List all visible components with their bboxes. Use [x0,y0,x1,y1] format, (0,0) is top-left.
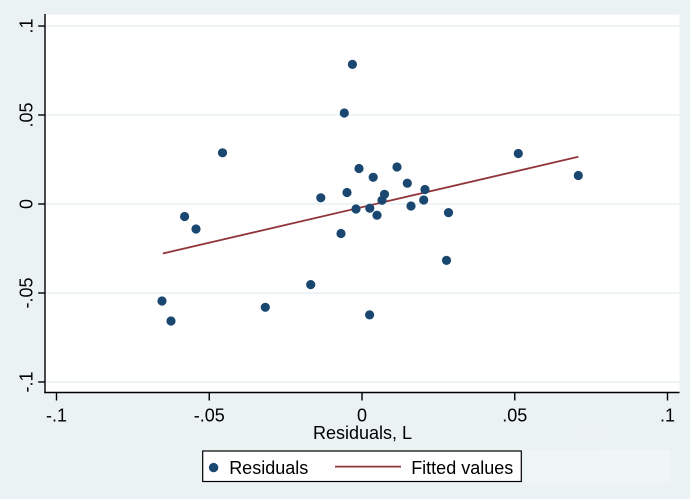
svg-text:.05: .05 [17,102,37,127]
svg-text:.05: .05 [502,405,527,425]
svg-text:0: 0 [17,199,37,209]
svg-text:-.05: -.05 [194,405,225,425]
svg-text:Residuals: Residuals [229,458,308,478]
svg-text:-.1: -.1 [46,405,67,425]
svg-text:Residuals, L: Residuals, L [313,423,412,443]
svg-text:-.1: -.1 [17,371,37,392]
svg-text:.1: .1 [660,405,675,425]
svg-text:Fitted values: Fitted values [411,458,513,478]
svg-text:0: 0 [357,405,367,425]
svg-text:.1: .1 [17,18,37,33]
svg-text:-.05: -.05 [17,277,37,308]
